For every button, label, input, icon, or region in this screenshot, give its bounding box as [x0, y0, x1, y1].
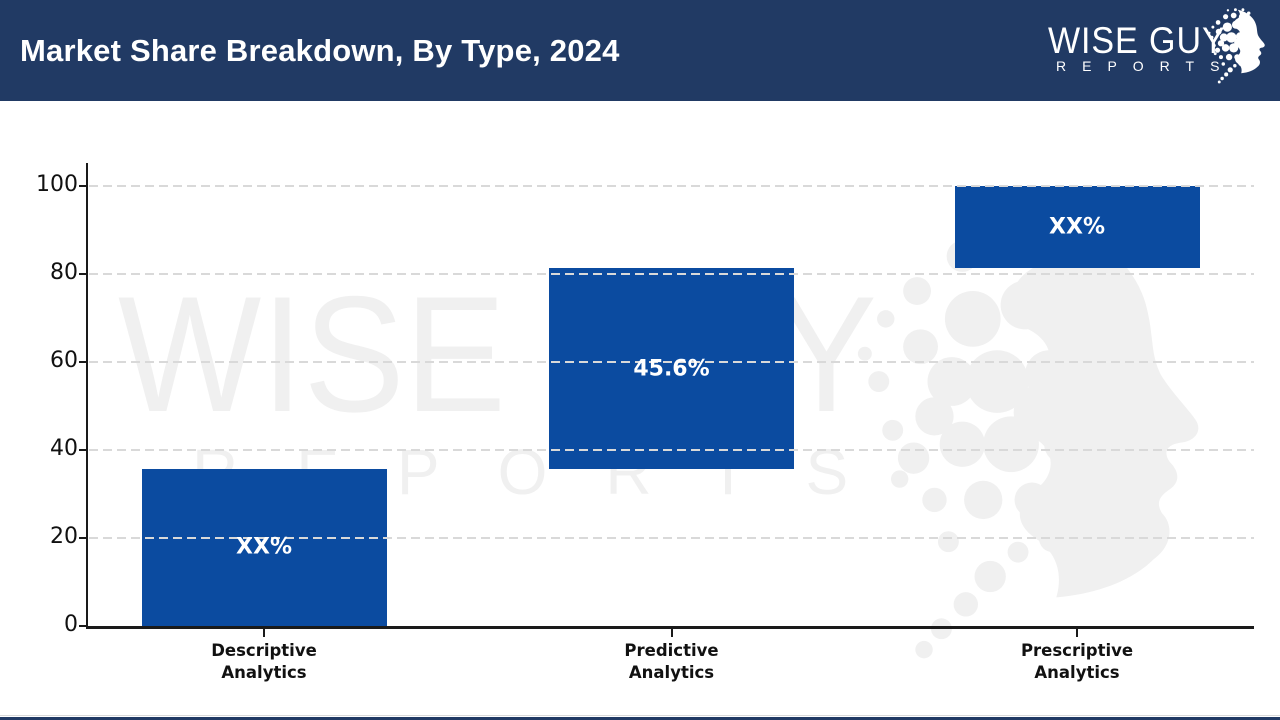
- bar-value-label: XX%: [1049, 214, 1105, 240]
- y-tick-label-0: 0: [64, 612, 78, 637]
- brand-logo-subtext: REPORTS: [1056, 58, 1236, 74]
- x-category-label: Predictive Analytics: [624, 641, 719, 682]
- bar-value-label: XX%: [236, 534, 292, 560]
- brand-logo: WISE GUY REPORTS: [1010, 0, 1270, 101]
- y-tick-100: [79, 185, 87, 187]
- footer-hairline: [0, 715, 1280, 716]
- y-tick-label-80: 80: [50, 260, 78, 285]
- y-tick-80: [79, 273, 87, 275]
- gridline-80: [89, 273, 1254, 275]
- y-tick-label-100: 100: [36, 172, 78, 197]
- x-tick-2: [1076, 628, 1078, 637]
- y-tick-60: [79, 361, 87, 363]
- brand-face-icon: [1204, 8, 1268, 86]
- gridline-20: [89, 537, 1254, 539]
- x-axis-spine: [86, 626, 1254, 629]
- y-tick-0: [79, 625, 87, 627]
- gridline-40: [89, 449, 1254, 451]
- x-category-label: Descriptive Analytics: [211, 641, 317, 682]
- x-category-label: Prescriptive Analytics: [1020, 641, 1134, 682]
- brand-logo-wordmark: WISE GUY: [1048, 20, 1226, 61]
- gridline-100: [89, 185, 1254, 187]
- bar-prescriptive-analytics: [954, 186, 1200, 269]
- header-bar: Market Share Breakdown, By Type, 2024 WI…: [0, 0, 1280, 101]
- y-tick-40: [79, 449, 87, 451]
- page-title: Market Share Breakdown, By Type, 2024: [20, 32, 620, 68]
- y-tick-label-60: 60: [50, 348, 78, 373]
- bar-value-label: 45.6%: [633, 356, 710, 382]
- bar-predictive-analytics: [549, 268, 794, 469]
- y-tick-label-20: 20: [50, 524, 78, 549]
- x-tick-0: [263, 628, 265, 637]
- gridline-60: [89, 361, 1254, 363]
- x-tick-1: [670, 628, 673, 637]
- y-axis-spine: [86, 163, 88, 628]
- footer-bar: [0, 717, 1280, 720]
- y-tick-20: [79, 537, 87, 539]
- bar-descriptive-analytics: [141, 468, 387, 626]
- y-tick-label-40: 40: [50, 436, 78, 461]
